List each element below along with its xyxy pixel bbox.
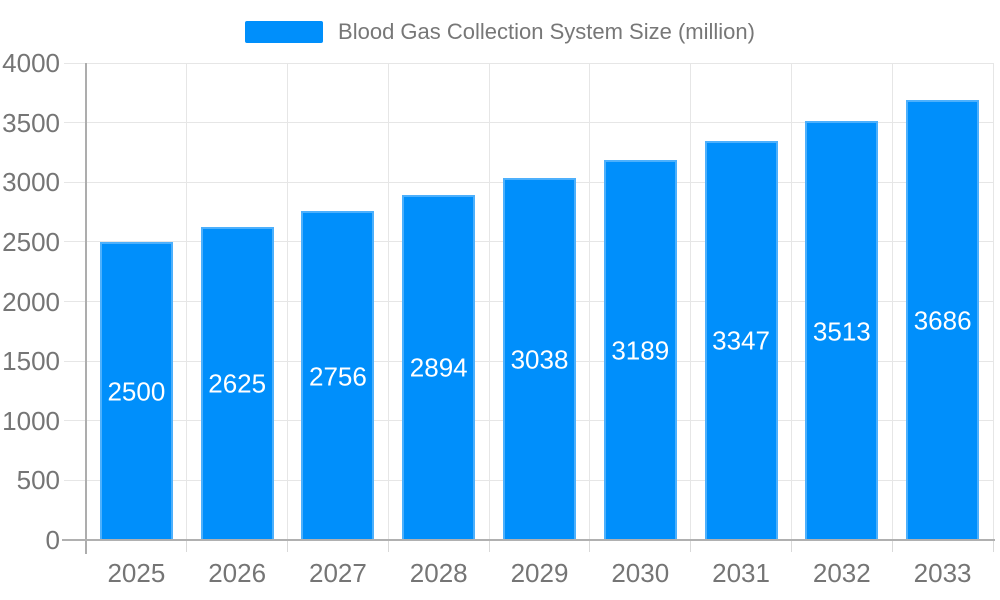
x-gridline — [690, 63, 692, 540]
bar-value-label: 3038 — [510, 344, 569, 375]
x-axis-tick — [287, 540, 289, 552]
y-axis-tick-label: 1000 — [2, 405, 60, 436]
x-axis-tick-label-2027: 2027 — [309, 558, 367, 588]
x-gridline — [589, 63, 591, 540]
y-axis-tick-label: 0 — [45, 525, 60, 555]
x-axis-line — [62, 539, 995, 541]
x-axis-tick-label-2026: 2026 — [208, 558, 267, 588]
bar-2025[interactable]: 2500 — [99, 241, 173, 540]
bar-2027[interactable]: 2756 — [301, 211, 375, 540]
bar-value-label: 2500 — [107, 376, 166, 407]
x-gridline — [992, 63, 994, 540]
bar-value-label: 2756 — [309, 361, 367, 392]
y-gridline — [64, 62, 993, 64]
x-axis-tick-label-2032: 2032 — [812, 558, 871, 588]
bar-value-label: 2894 — [409, 352, 468, 383]
bar-2033[interactable]: 3686 — [906, 100, 980, 540]
y-axis-tick-label: 4000 — [2, 48, 60, 78]
y-axis-line — [85, 63, 87, 554]
y-axis-tick-label: 2000 — [2, 286, 60, 317]
y-axis-tick-label: 500 — [16, 465, 60, 496]
y-axis-tick-label: 3000 — [2, 167, 60, 198]
x-axis-tick — [589, 540, 591, 552]
x-axis-tick — [992, 540, 994, 552]
y-axis-tick-label: 2500 — [2, 226, 60, 257]
bar-2029[interactable]: 3038 — [503, 177, 576, 540]
bar-value-label: 3686 — [913, 305, 972, 336]
x-axis-tick-label-2028: 2028 — [409, 558, 468, 588]
y-axis-tick-label: 3500 — [2, 107, 60, 138]
x-gridline — [891, 63, 893, 540]
x-axis-tick — [488, 540, 490, 552]
x-gridline — [488, 63, 490, 540]
x-axis-tick — [790, 540, 792, 552]
x-axis-tick-label-2025: 2025 — [107, 558, 166, 588]
x-axis-tick — [186, 540, 188, 552]
x-axis-tick-label-2030: 2030 — [611, 558, 670, 588]
legend-label: Blood Gas Collection System Size (millio… — [338, 19, 755, 44]
x-axis-tick-label-2031: 2031 — [712, 558, 770, 588]
x-axis-tick-label-2033: 2033 — [913, 558, 972, 588]
x-axis-tick — [387, 540, 389, 552]
bar-value-label: 3189 — [611, 335, 670, 366]
x-axis-tick — [891, 540, 893, 552]
x-axis-tick — [690, 540, 692, 552]
bar-value-label: 3513 — [812, 316, 871, 347]
x-axis-tick-label-2029: 2029 — [510, 558, 569, 588]
legend[interactable]: Blood Gas Collection System Size (millio… — [0, 16, 1000, 48]
bar-value-label: 3347 — [712, 325, 770, 356]
bar-2032[interactable]: 3513 — [805, 121, 879, 540]
x-gridline — [186, 63, 188, 540]
legend-swatch — [245, 21, 324, 43]
bar-2030[interactable]: 3189 — [603, 159, 677, 540]
x-gridline — [287, 63, 289, 540]
y-gridline — [64, 122, 993, 124]
x-gridline — [387, 63, 389, 540]
bar-value-label: 2625 — [208, 368, 267, 399]
bar-2026[interactable]: 2625 — [200, 226, 274, 540]
bar-2031[interactable]: 3347 — [704, 140, 778, 540]
bar-2028[interactable]: 2894 — [402, 194, 476, 540]
y-axis-tick-label: 1500 — [2, 346, 60, 377]
x-gridline — [790, 63, 792, 540]
